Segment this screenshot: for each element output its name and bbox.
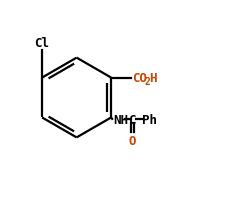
- Text: 2: 2: [145, 77, 151, 87]
- Text: O: O: [128, 135, 136, 147]
- Text: C: C: [128, 113, 136, 126]
- Text: NH: NH: [113, 113, 128, 126]
- Text: H: H: [149, 72, 157, 85]
- Text: Cl: Cl: [34, 37, 50, 49]
- Text: CO: CO: [132, 72, 147, 85]
- Text: Ph: Ph: [142, 113, 158, 126]
